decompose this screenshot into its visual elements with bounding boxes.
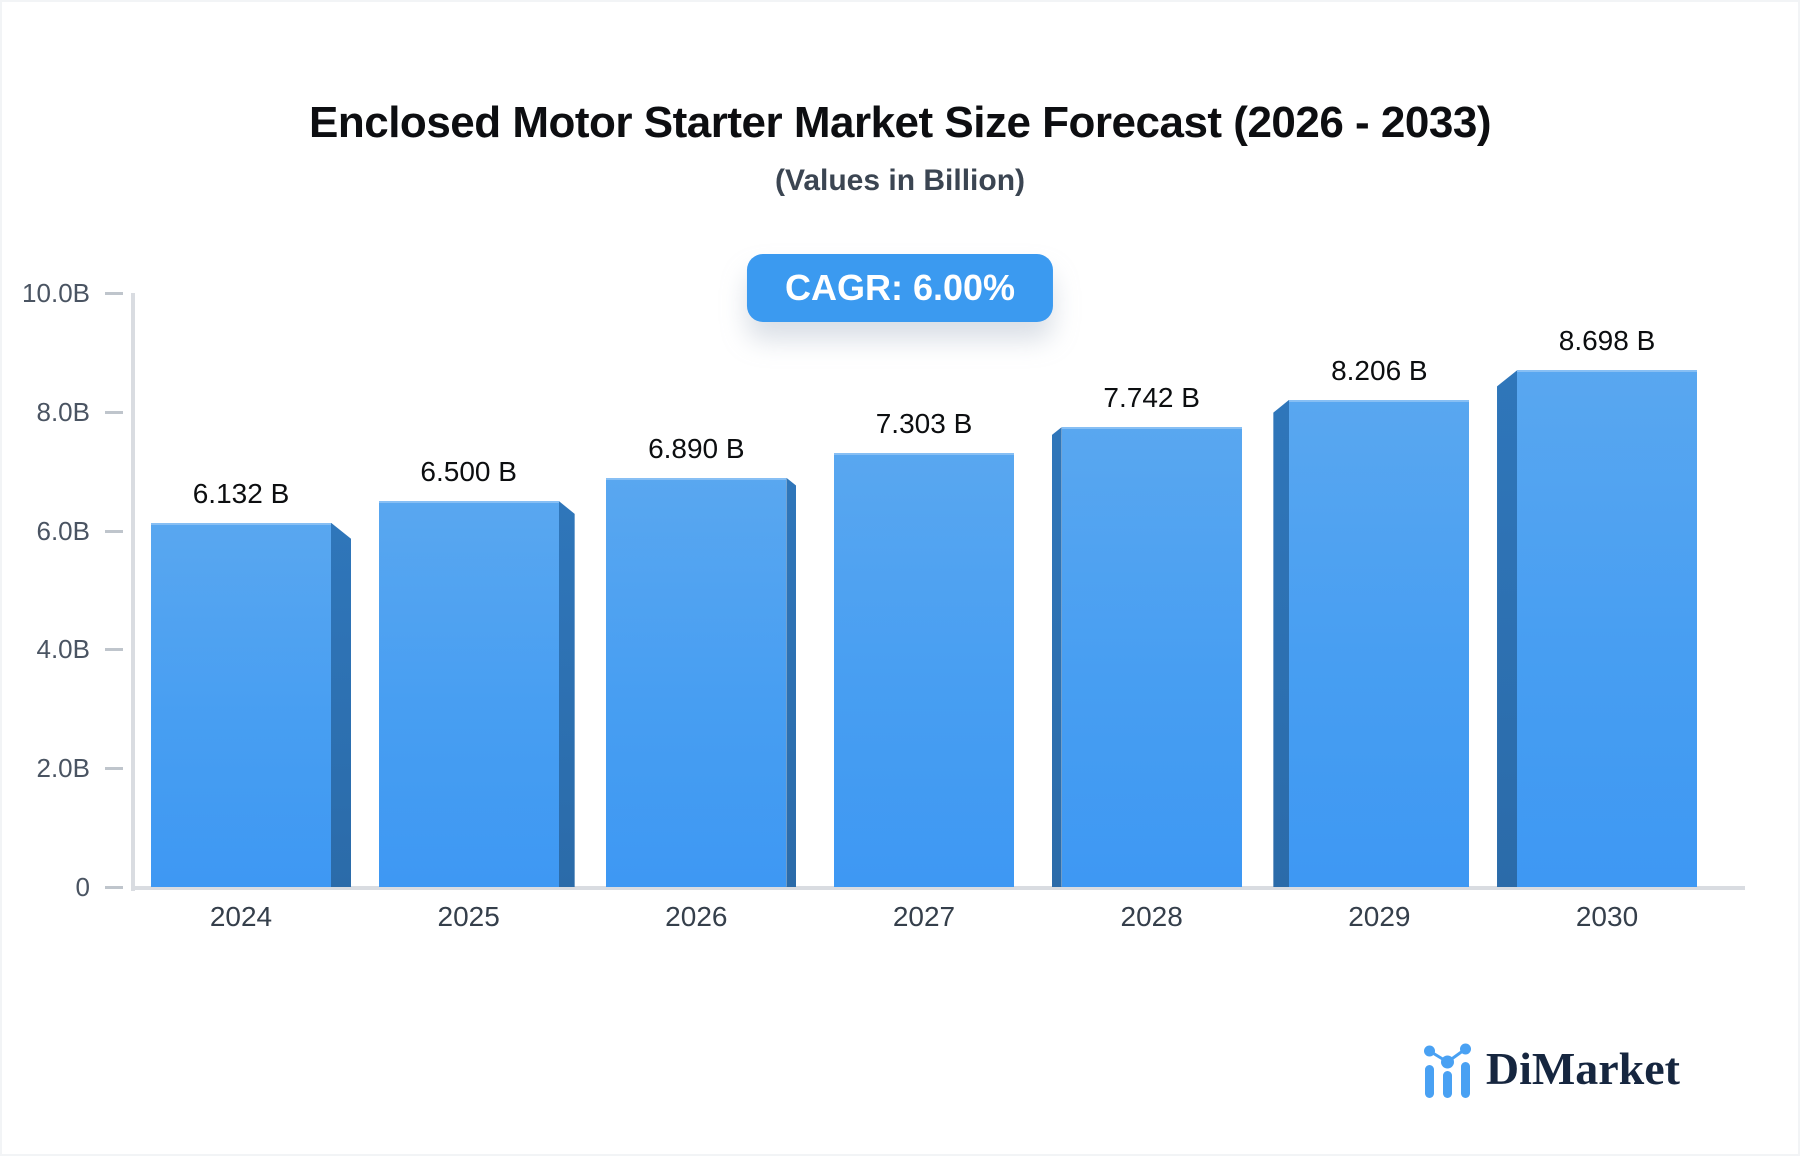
brand-logo-icon [1423,1043,1471,1098]
bar-value-label: 7.742 B [1103,382,1200,414]
bar-side-3d [1051,427,1062,887]
bar-side-3d [331,522,351,887]
y-axis-tick-label: 4.0B [36,634,91,665]
y-axis-tick-label: 2.0B [36,753,91,784]
bar-2024[interactable] [151,522,331,887]
y-axis-tick-mark [105,886,123,889]
y-axis-tick-label: 0 [75,872,90,902]
bar-2030[interactable] [1517,370,1698,887]
bar-value-label: 8.698 B [1558,325,1656,357]
chart-subtitle: (Values in Billion) [774,164,1026,197]
y-axis-tick-mark [105,529,123,533]
y-axis-line [131,293,135,891]
brand-logo: DiMarket [1423,1040,1680,1098]
x-axis-tick-label: 2024 [209,901,273,932]
y-axis-tick-mark [105,410,123,414]
bar-2027[interactable] [834,453,1014,887]
x-axis-line [131,886,1745,890]
bar-value-label: 8.206 B [1331,354,1428,386]
brand-logo-text: DiMarket [1485,1043,1680,1094]
y-axis-tick-mark [105,648,123,652]
x-axis-tick-label: 2028 [1120,901,1183,932]
y-axis-tick-label: 6.0B [36,515,91,546]
chart-title: Enclosed Motor Starter Market Size Forec… [309,98,1491,147]
x-axis-tick-label: 2027 [892,901,956,932]
y-axis-tick-label: 10.0B [22,278,90,308]
bar-value-label: 6.500 B [420,455,517,487]
bar-value-label: 6.890 B [648,432,745,464]
bar-2028[interactable] [1061,427,1242,887]
bar-side-3d [786,477,797,887]
y-axis-tick-label: 8.0B [36,396,91,427]
bar-side-3d [558,500,575,887]
x-axis-tick-label: 2025 [437,901,500,932]
bar-side-3d [1273,399,1290,887]
bar-2029[interactable] [1289,399,1470,887]
y-axis-tick-mark [105,767,123,771]
x-axis-tick-label: 2029 [1348,901,1411,932]
bar-side-3d [1497,370,1518,887]
cagr-badge: CAGR: 6.00% [746,254,1054,322]
bar-2025[interactable] [378,500,559,887]
x-axis-tick-label: 2026 [665,901,728,932]
y-axis-tick-mark [105,292,123,295]
x-axis-tick-label: 2030 [1575,901,1639,932]
bar-2026[interactable] [606,477,787,887]
bar-value-label: 6.132 B [192,477,290,509]
bar-value-label: 7.303 B [875,408,973,440]
